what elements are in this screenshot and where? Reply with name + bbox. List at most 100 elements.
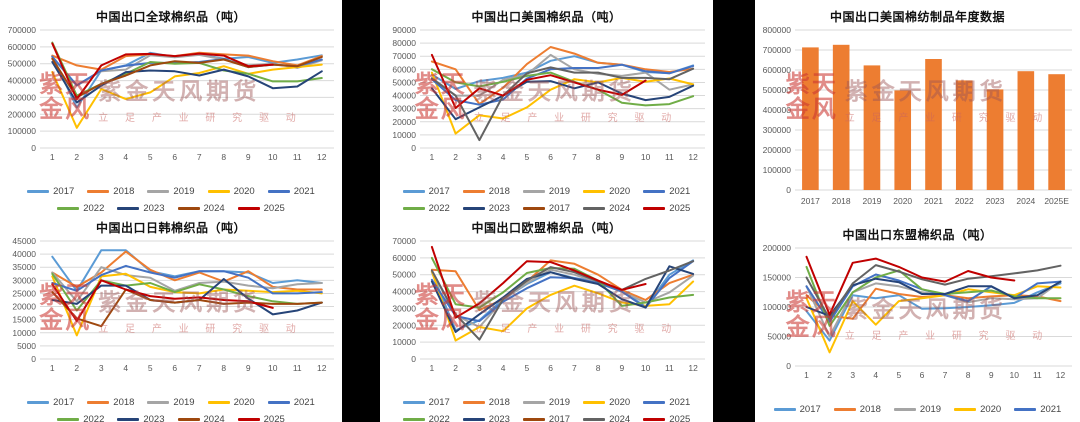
series-line-2019 (51, 266, 323, 303)
legend-line-swatch (522, 418, 545, 421)
x-axis-tick-label: 7 (572, 152, 577, 162)
legend-line-swatch (147, 401, 170, 404)
legend-label: 2025 (263, 203, 285, 214)
series-line-2025 (805, 255, 1016, 316)
legend-label: 2024 (203, 203, 225, 214)
y-axis-tick-label: 0 (411, 143, 416, 153)
x-axis-tick-label: 12 (688, 363, 698, 373)
series-line-2023 (430, 265, 695, 333)
chart-panel-global-exports: 中国出口全球棉织品（吨） 0 100000 200000 300000 400000 50… (0, 0, 342, 214)
bar-2022 (955, 80, 973, 190)
y-axis-tick-label: 10000 (392, 130, 416, 140)
y-axis-tick-label: 400000 (8, 76, 37, 86)
x-axis-tick-label: 4 (123, 152, 128, 162)
bar-2020 (894, 90, 912, 190)
legend-item-2020: 2020 (583, 397, 630, 408)
x-axis-tick-label: 6 (548, 152, 553, 162)
bar-chart-us-annual: 0 100000 200000 300000 400000 500000 600000 700… (755, 24, 1080, 215)
y-axis-tick-label: 60000 (392, 64, 416, 74)
x-axis-tick-label: 9 (246, 363, 251, 373)
legend-item-2024: 2024 (583, 414, 630, 422)
y-axis-tick-label: 600000 (8, 42, 37, 52)
x-axis-tick-label: 3 (99, 152, 104, 162)
legend-label: 2020 (980, 404, 1002, 415)
legend-item-2019: 2019 (522, 397, 571, 408)
y-axis-tick-label: 20000 (392, 117, 416, 127)
legend-line-swatch (583, 190, 606, 193)
y-axis-tick-label: 200000 (8, 109, 37, 119)
legend-item-2022: 2022 (402, 203, 450, 214)
legend-item-2022: 2022 (57, 414, 104, 422)
legend-item-2023: 2023 (462, 203, 510, 214)
chart-legend: 2017 2018 2019 2020 2021 2022 2023 2024 2025 (0, 183, 342, 217)
legend-item-2019: 2019 (893, 404, 941, 415)
legend-line-swatch (583, 207, 606, 210)
legend-line-swatch (237, 207, 260, 210)
y-axis-tick-label: 50000 (392, 77, 416, 87)
y-axis-tick-label: 45000 (12, 236, 36, 246)
legend-item-2019: 2019 (147, 186, 195, 197)
y-axis-tick-label: 0 (31, 143, 36, 153)
y-axis-tick-label: 80000 (392, 38, 416, 48)
legend-line-swatch (27, 401, 50, 404)
legend-line-swatch (643, 418, 666, 421)
legend-item-2021: 2021 (643, 397, 690, 408)
x-axis-tick-label: 6 (548, 363, 553, 373)
y-axis-tick-label: 500000 (763, 85, 792, 95)
x-axis-tick-label: 12 (317, 152, 327, 162)
y-axis-tick-label: 400000 (763, 105, 792, 115)
legend-line-swatch (177, 418, 200, 421)
legend-row: 2017 2018 2019 2020 2021 (380, 183, 713, 200)
legend-label: 2018 (113, 186, 135, 197)
y-axis-tick-label: 40000 (392, 91, 416, 101)
legend-label: 2018 (113, 397, 135, 408)
legend-line-swatch (583, 401, 606, 404)
x-axis-tick-label: 2 (827, 370, 832, 380)
bar-plot-svg: 0 100000 200000 300000 400000 500000 600000 700… (763, 25, 1072, 206)
legend-label: 2022 (428, 414, 450, 422)
y-axis-tick-label: 60000 (392, 253, 416, 263)
legend-line-swatch (833, 408, 856, 411)
x-axis-tick-label: 6 (172, 152, 177, 162)
legend-label: 2018 (488, 186, 510, 197)
legend-label: 2018 (859, 404, 881, 415)
y-axis-tick-label: 300000 (8, 92, 37, 102)
x-axis-tick-label: 12 (688, 152, 698, 162)
series-line-2024 (51, 288, 323, 328)
x-axis-tick-label: 1 (50, 363, 55, 373)
legend-item-2020: 2020 (207, 397, 255, 408)
chart-title: 中国出口全球棉织品（吨） (95, 10, 246, 24)
y-axis-tick-label: 10000 (392, 337, 416, 347)
legend-item-2017: 2017 (773, 404, 821, 415)
y-axis-tick-label: 0 (31, 354, 36, 364)
series-line-2025 (51, 42, 274, 101)
chart-panel-asean: 中国出口东盟棉织品（吨） 0 50000 100000 150000 200000 1 2 3… (755, 218, 1080, 422)
x-axis-tick-label: 2025E (1044, 196, 1069, 206)
legend-line-swatch (583, 418, 606, 421)
x-axis-tick-label: 9 (246, 152, 251, 162)
line-plot-svg: 0 5000 10000 15000 20000 25000 30000 35000 40000… (12, 236, 334, 373)
chart-panel-us-annual-bar: 中国出口美国棉纺制品年度数据 0 100000 200000 300000 400000… (755, 0, 1080, 215)
x-axis-tick-label: 9 (620, 152, 625, 162)
x-axis-tick-label: 2022 (955, 196, 974, 206)
y-axis-tick-label: 100000 (763, 302, 792, 312)
legend-item-2017: 2017 (402, 397, 450, 408)
x-axis-tick-label: 11 (665, 152, 674, 162)
line-chart-global: 0 100000 200000 300000 400000 500000 600000 700… (0, 24, 342, 169)
legend-label: 2019 (548, 186, 571, 197)
legend-item-2020: 2020 (954, 404, 1001, 415)
legend-row: 2022 2023 2017 2024 2025 (380, 200, 713, 217)
legend-line-swatch (462, 401, 485, 404)
legend-item-2025: 2025 (237, 414, 285, 422)
legend-line-swatch (522, 190, 545, 193)
x-axis-tick-label: 11 (665, 363, 674, 373)
y-axis-tick-label: 100000 (8, 126, 37, 136)
legend-label: 2019 (548, 397, 571, 408)
y-axis-tick-label: 500000 (8, 59, 37, 69)
x-axis-tick-label: 8 (221, 152, 226, 162)
legend-item-2019: 2019 (522, 186, 571, 197)
legend-line-swatch (237, 418, 260, 421)
chart-title: 中国出口美国棉纺制品年度数据 (829, 10, 1005, 24)
legend-item-2022: 2022 (402, 414, 450, 422)
